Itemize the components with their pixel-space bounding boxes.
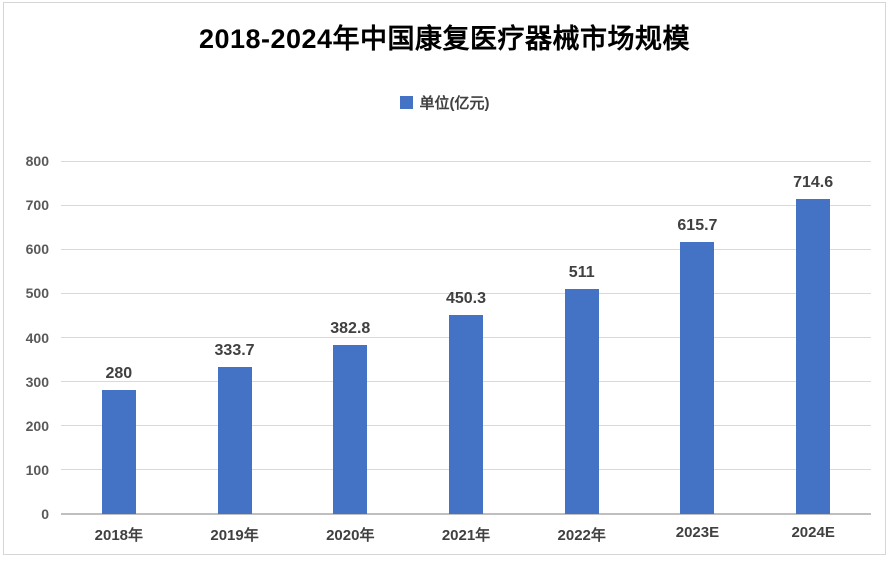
y-axis-tick-0: 0 <box>41 506 49 522</box>
x-axis-tick-2024E: 2024E <box>791 524 835 541</box>
x-axis-tick-2019年: 2019年 <box>210 527 259 544</box>
gridline-500 <box>61 292 871 294</box>
bar-value-label-2019年: 333.7 <box>214 341 255 359</box>
gridline-700 <box>61 204 871 206</box>
bar-2019年 <box>217 366 252 514</box>
bar-2020年 <box>333 345 368 514</box>
chart-frame: 2018-2024年中国康复医疗器械市场规模 单位(亿元) 0 100 200 300… <box>3 2 886 555</box>
y-axis-tick-500: 500 <box>25 285 49 302</box>
plot-area: 0 100 200 300 400 500 600 700 800 280 2018年 333.7 20… <box>26 153 871 544</box>
y-axis-tick-100: 100 <box>25 461 49 478</box>
bar-2018年 <box>101 390 136 514</box>
legend: 单位(亿元) <box>4 92 885 113</box>
x-axis-line <box>61 513 871 515</box>
bar-2023E <box>680 242 715 514</box>
bar-value-label-2024E: 714.6 <box>793 173 834 191</box>
bar-value-label-2022年: 511 <box>568 263 595 281</box>
bar-value-label-2018年: 280 <box>105 365 133 383</box>
x-axis-tick-2023E: 2023E <box>675 524 720 541</box>
y-axis-tick-200: 200 <box>25 417 49 434</box>
x-axis-tick-2018年: 2018年 <box>94 527 144 544</box>
y-axis-tick-600: 600 <box>25 241 49 258</box>
bar-2024E <box>796 198 831 514</box>
y-axis-tick-700: 700 <box>25 197 49 214</box>
bar-2022年 <box>564 288 599 514</box>
gridline-800 <box>61 160 871 162</box>
x-axis-tick-2022年: 2022年 <box>557 527 606 544</box>
gridline-600 <box>61 248 871 250</box>
legend-marker-square <box>399 96 413 109</box>
bar-value-label-2020年: 382.8 <box>330 320 371 338</box>
y-axis-tick-800: 800 <box>25 153 49 169</box>
bar-2021年 <box>449 315 483 514</box>
bar-value-label-2021年: 450.3 <box>445 290 487 308</box>
bar-value-label-2023E: 615.7 <box>677 217 718 235</box>
legend-label: 单位(亿元) <box>419 95 490 112</box>
x-axis-tick-2020年: 2020年 <box>326 527 375 544</box>
y-axis-tick-400: 400 <box>25 329 49 346</box>
chart-title: 2018-2024年中国康复医疗器械市场规模 <box>198 24 691 54</box>
x-axis-tick-2021年: 2021年 <box>441 527 491 544</box>
y-axis-tick-300: 300 <box>25 373 49 390</box>
